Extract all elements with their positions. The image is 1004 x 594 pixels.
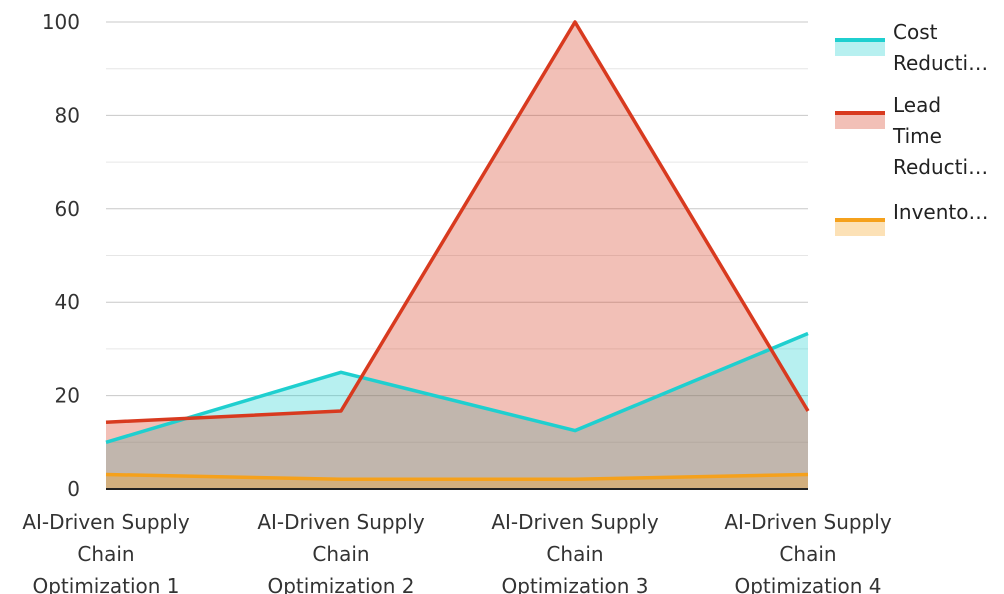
legend-label: Cost	[893, 20, 938, 44]
legend-label: Invento…	[893, 200, 988, 224]
y-tick-label: 80	[55, 103, 80, 127]
legend-label: Time	[892, 124, 942, 148]
legend-swatch-fill	[835, 40, 885, 56]
legend-item-3[interactable]: Invento…	[835, 200, 988, 236]
legend-swatch-fill	[835, 113, 885, 129]
series-area-2	[106, 22, 808, 489]
legend-label: Reducti…	[893, 51, 988, 75]
grid-lines	[106, 21, 808, 443]
series-lines	[105, 20, 810, 481]
series-line-2	[105, 20, 810, 424]
y-tick-label: 60	[55, 197, 80, 221]
axes: 0 20 40 60 80 100 AI-Driven Supply Chain Optimiz…	[22, 10, 891, 594]
y-tick-label: 40	[55, 290, 80, 314]
y-tick-label: 100	[42, 10, 80, 34]
legend-item-1[interactable]: Cost Reducti…	[835, 20, 988, 75]
series-area-1	[106, 333, 808, 489]
legend: Cost Reducti… Lead Time Reducti… Invento…	[835, 20, 988, 236]
legend-label: Lead	[893, 93, 941, 117]
x-tick-label: AI-Driven Supply Chain Optimization 1	[22, 510, 189, 594]
x-tick-label: AI-Driven Supply Chain Optimization 4	[724, 510, 891, 594]
legend-item-2[interactable]: Lead Time Reducti…	[835, 93, 988, 179]
series-line-1	[105, 331, 809, 444]
y-tick-label: 20	[55, 384, 80, 408]
legend-swatch-fill	[835, 220, 885, 236]
series-line-3	[105, 472, 809, 481]
legend-label: Reducti…	[893, 155, 988, 179]
y-tick-label: 0	[67, 477, 80, 501]
x-tick-label: AI-Driven Supply Chain Optimization 3	[491, 510, 658, 594]
x-tick-label: AI-Driven Supply Chain Optimization 2	[257, 510, 424, 594]
